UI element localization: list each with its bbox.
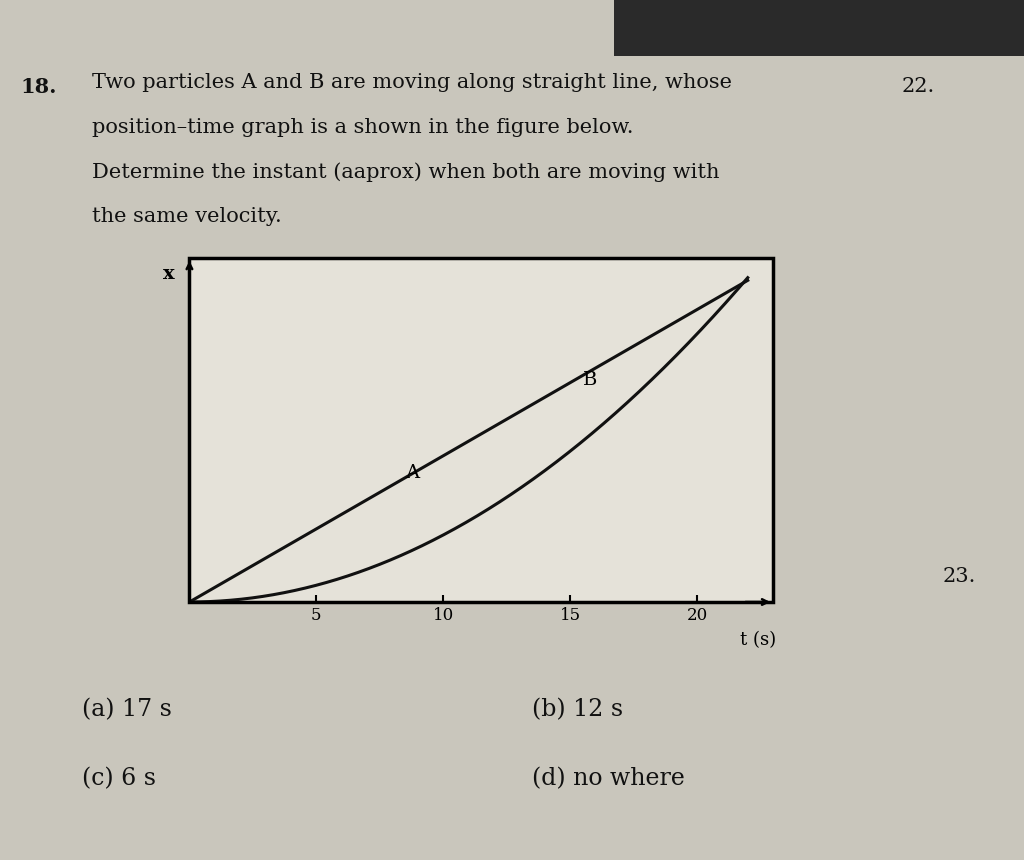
Text: 22.: 22. [901, 77, 934, 96]
Text: B: B [583, 372, 597, 390]
Text: 23.: 23. [942, 567, 976, 586]
Text: A: A [406, 464, 419, 482]
Text: (d) no where: (d) no where [532, 767, 685, 789]
Text: t (s): t (s) [739, 631, 776, 649]
Text: the same velocity.: the same velocity. [92, 207, 282, 226]
Text: 18.: 18. [20, 77, 57, 97]
Text: (b) 12 s: (b) 12 s [532, 698, 624, 721]
Text: Determine the instant (aaprox) when both are moving with: Determine the instant (aaprox) when both… [92, 163, 720, 182]
Text: TION IN ONE DIME: TION IN ONE DIME [650, 19, 835, 36]
Text: (c) 6 s: (c) 6 s [82, 767, 156, 789]
Text: x: x [163, 265, 175, 283]
Text: Two particles A and B are moving along straight line, whose: Two particles A and B are moving along s… [92, 73, 732, 92]
Bar [614, 0, 1024, 56]
Text: (a) 17 s: (a) 17 s [82, 698, 172, 721]
Text: position–time graph is a shown in the figure below.: position–time graph is a shown in the fi… [92, 118, 634, 137]
